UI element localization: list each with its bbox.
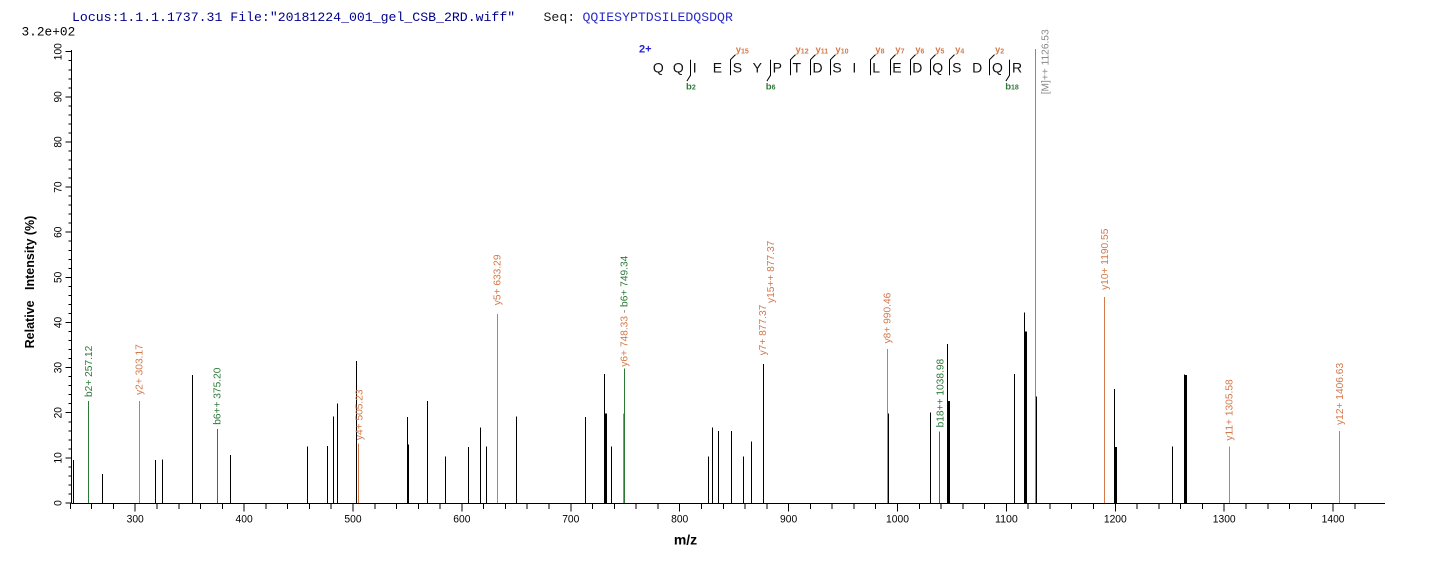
- svg-text:10: 10: [53, 452, 65, 463]
- svg-text:b2: b2: [686, 81, 696, 92]
- svg-text:1000: 1000: [886, 513, 909, 525]
- svg-text:y10: y10: [835, 45, 848, 56]
- svg-text:500: 500: [344, 513, 361, 525]
- svg-text:400: 400: [236, 513, 253, 525]
- svg-text:y2: y2: [995, 45, 1004, 56]
- svg-text:D: D: [813, 59, 823, 75]
- svg-text:1100: 1100: [995, 513, 1018, 525]
- svg-text:QQIESYPTDSILEDQSDQR: QQIESYPTDSILEDQSDQR: [583, 10, 733, 25]
- svg-text:3.2e+02: 3.2e+02: [22, 25, 76, 40]
- svg-text:E: E: [713, 59, 722, 75]
- svg-text:y7+ 877.37: y7+ 877.37: [758, 304, 769, 355]
- svg-text:y10+ 1190.55: y10+ 1190.55: [1100, 228, 1111, 290]
- svg-text:0: 0: [53, 500, 65, 506]
- svg-text:Y: Y: [753, 59, 763, 75]
- svg-text:y5+ 633.29: y5+ 633.29: [493, 254, 504, 305]
- svg-text:D: D: [912, 59, 922, 75]
- svg-text:I: I: [693, 59, 697, 75]
- svg-text:D: D: [972, 59, 982, 75]
- svg-text:S: S: [832, 59, 841, 75]
- svg-text:50: 50: [53, 272, 65, 283]
- svg-text:2+: 2+: [639, 44, 652, 56]
- svg-text:E: E: [892, 59, 901, 75]
- svg-text:80: 80: [53, 136, 65, 147]
- svg-text:40: 40: [53, 317, 65, 328]
- svg-text:90: 90: [53, 91, 65, 102]
- svg-text:T: T: [793, 59, 802, 75]
- svg-text:b2+ 257.12: b2+ 257.12: [84, 345, 95, 397]
- svg-text:y15++ 877.37: y15++ 877.37: [766, 240, 777, 303]
- svg-text:L: L: [872, 59, 880, 75]
- svg-text:y15: y15: [736, 45, 749, 56]
- svg-text:1200: 1200: [1104, 513, 1127, 525]
- svg-text:y2+ 303.17: y2+ 303.17: [135, 344, 146, 395]
- svg-text:y7: y7: [895, 45, 904, 56]
- svg-text:1400: 1400: [1322, 513, 1345, 525]
- svg-text:y5: y5: [935, 45, 944, 56]
- svg-text:I: I: [852, 59, 856, 75]
- svg-text:600: 600: [453, 513, 470, 525]
- svg-text:Q: Q: [992, 59, 1003, 75]
- svg-text:b6: b6: [766, 81, 776, 92]
- svg-text:300: 300: [127, 513, 144, 525]
- svg-text:y6+ 748.33 - b6+ 749.34: y6+ 748.33 - b6+ 749.34: [619, 255, 630, 366]
- svg-text:y11: y11: [816, 45, 829, 56]
- svg-text:900: 900: [780, 513, 797, 525]
- svg-text:Q: Q: [653, 59, 664, 75]
- svg-text:Locus:1.1.1.1737.31 File:"2018: Locus:1.1.1.1737.31 File:"20181224_001_g…: [72, 10, 515, 25]
- svg-text:R: R: [1012, 59, 1022, 75]
- svg-text:Seq:: Seq:: [544, 10, 576, 25]
- svg-text:y8: y8: [875, 45, 884, 56]
- svg-text:1300: 1300: [1213, 513, 1236, 525]
- svg-text:Q: Q: [932, 59, 943, 75]
- svg-text:30: 30: [53, 362, 65, 373]
- svg-text:70: 70: [53, 181, 65, 192]
- svg-text:Relative Intensity (%): Relative Intensity (%): [23, 216, 37, 349]
- svg-text:800: 800: [671, 513, 688, 525]
- svg-text:y4: y4: [955, 45, 964, 56]
- svg-text:100: 100: [53, 43, 65, 60]
- svg-text:20: 20: [53, 407, 65, 418]
- svg-text:[M]++ 1126.53: [M]++ 1126.53: [1040, 29, 1051, 94]
- svg-text:b18++ 1038.98: b18++ 1038.98: [935, 359, 946, 428]
- svg-text:y12+ 1406.63: y12+ 1406.63: [1335, 363, 1346, 425]
- svg-text:y8+ 990.46: y8+ 990.46: [883, 292, 894, 343]
- svg-text:b6++ 375.20: b6++ 375.20: [213, 367, 224, 425]
- svg-text:y12: y12: [796, 45, 809, 56]
- svg-text:Q: Q: [673, 59, 684, 75]
- svg-text:700: 700: [562, 513, 579, 525]
- svg-text:S: S: [952, 59, 961, 75]
- svg-text:y6: y6: [915, 45, 924, 56]
- svg-text:y11+ 1305.58: y11+ 1305.58: [1224, 379, 1235, 441]
- svg-text:60: 60: [53, 227, 65, 238]
- svg-text:b18: b18: [1005, 81, 1019, 92]
- svg-text:P: P: [773, 59, 782, 75]
- svg-text:m/z: m/z: [674, 532, 697, 548]
- svg-text:y4+ 505.23: y4+ 505.23: [355, 389, 366, 440]
- svg-text:S: S: [733, 59, 742, 75]
